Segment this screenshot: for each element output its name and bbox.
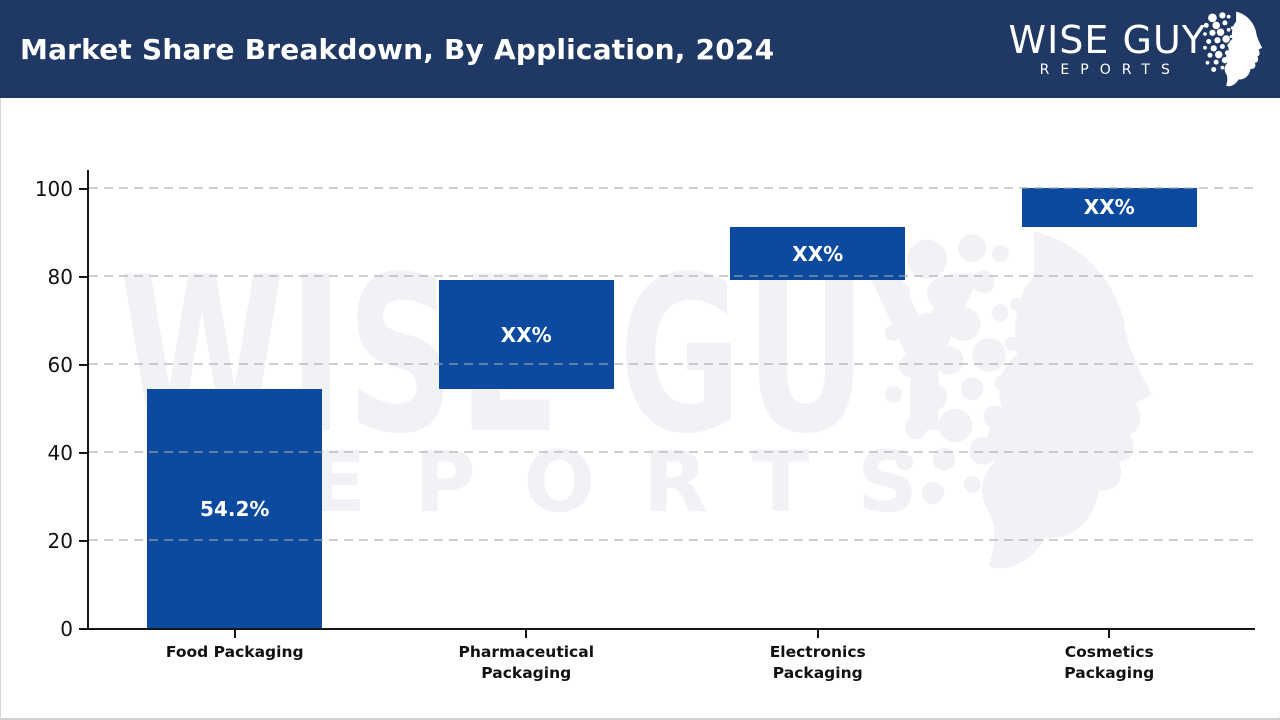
logo-subtext: REPORTS [1039, 61, 1181, 78]
grid-line-60 [89, 362, 1255, 365]
logo-wordmark: WISE GUY [1008, 17, 1206, 62]
y-tick-mark [79, 628, 87, 630]
grid-line-100 [89, 186, 1255, 189]
category-label: Pharmaceutical Packaging [458, 643, 595, 682]
y-tick-label-60: 60 [47, 352, 73, 377]
logo-text: WISE GUY REPORTS [1009, 21, 1206, 78]
y-tick-mark [79, 451, 87, 454]
x-tick-mark [1108, 630, 1111, 638]
x-axis-line [89, 628, 1255, 630]
grid-line-20 [89, 538, 1255, 541]
chart-area: WISE GUY REPORTS 54.2% XX% XX% XX% 0 20 40 60 80… [1, 98, 1280, 717]
grid-line-80 [89, 274, 1255, 277]
grid-line-40 [89, 450, 1255, 453]
header: Market Share Breakdown, By Application, … [0, 0, 1280, 98]
y-tick-mark [79, 363, 87, 366]
y-tick-mark [79, 187, 87, 190]
bar-pharmaceutical-packaging [438, 280, 614, 390]
x-tick-label-cosmetics-packaging: Cosmetics Packaging [964, 642, 1256, 684]
bar-cosmetics-packaging [1021, 187, 1197, 228]
wiseguy-logo: WISE GUY REPORTS [1009, 8, 1266, 90]
bar-value-label: XX% [792, 241, 844, 266]
x-tick-mark [525, 630, 528, 638]
x-tick-label-pharmaceutical-packaging: Pharmaceutical Packaging [381, 642, 673, 684]
x-tick-mark [233, 630, 236, 638]
category-label: Electronics Packaging [769, 643, 866, 682]
chart-title: Market Share Breakdown, By Application, … [20, 32, 775, 66]
bar-food-packaging [147, 389, 323, 628]
y-tick-mark [79, 539, 87, 542]
category-label: Food Packaging [165, 643, 304, 661]
x-tick-mark [816, 630, 819, 638]
y-tick-label-80: 80 [47, 264, 73, 289]
bar-value-label: XX% [500, 322, 552, 347]
y-tick-label-40: 40 [47, 440, 73, 465]
x-tick-label-food-packaging: Food Packaging [89, 642, 381, 663]
bar-value-label: XX% [1083, 195, 1135, 220]
category-label: Cosmetics Packaging [1064, 643, 1155, 682]
y-tick-label-100: 100 [34, 176, 73, 201]
y-tick-label-20: 20 [47, 528, 73, 553]
x-tick-label-electronics-packaging: Electronics Packaging [672, 642, 964, 684]
y-tick-mark [79, 275, 87, 278]
bar-electronics-packaging [730, 227, 906, 281]
y-axis-line [87, 170, 89, 630]
y-tick-label-0: 0 [60, 617, 73, 641]
wiseguy-face-icon [1203, 11, 1263, 87]
bar-value-label: 54.2% [200, 496, 270, 521]
